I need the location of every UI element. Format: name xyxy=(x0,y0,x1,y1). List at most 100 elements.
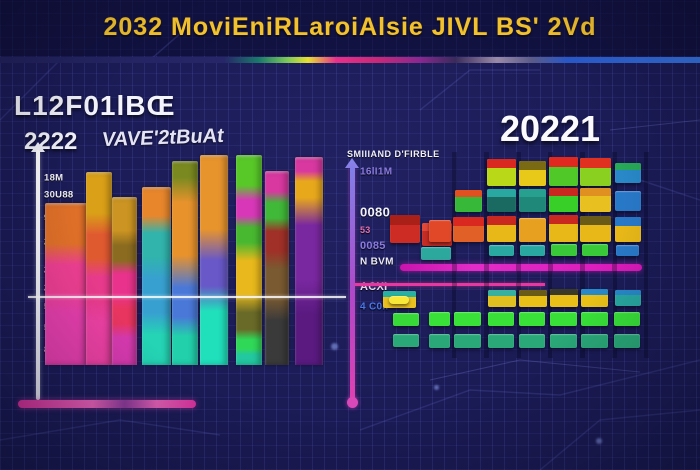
grid-block xyxy=(390,215,420,243)
grid-block xyxy=(519,290,547,307)
bar-segmented xyxy=(295,157,323,365)
left-axis-arrow-icon xyxy=(31,142,45,152)
grid-block xyxy=(580,188,611,212)
middle-axis-arrow-icon xyxy=(345,158,359,168)
grid-block xyxy=(614,334,640,348)
grid-block xyxy=(487,189,516,212)
glow-dot xyxy=(434,385,439,390)
grid-block-cap xyxy=(519,290,547,296)
grid-block xyxy=(615,191,641,211)
bar-segmented xyxy=(236,155,262,365)
grid-block xyxy=(489,245,514,256)
grid-block-cap xyxy=(581,289,608,296)
grid-block xyxy=(550,334,577,348)
grid-block xyxy=(582,244,608,256)
bar-segmented xyxy=(200,155,228,365)
grid-block-cap xyxy=(615,217,641,226)
grid-block-cap xyxy=(519,161,546,170)
grid-block xyxy=(429,312,450,326)
grid-block xyxy=(551,244,577,256)
glow-dot xyxy=(331,343,338,350)
magenta-divider-bar xyxy=(400,264,642,271)
grid-block-cap xyxy=(487,189,516,197)
white-reference-line xyxy=(28,296,346,298)
bar-segmented xyxy=(265,171,289,365)
grid-block xyxy=(421,247,451,260)
grid-block xyxy=(487,216,516,242)
right-chart-title: 20221 xyxy=(499,108,601,149)
pink-divider-line xyxy=(355,283,545,286)
middle-axis-label: 4 C0ll xyxy=(360,301,389,313)
middle-axis-label: 0080 xyxy=(360,204,391,220)
grid-block-cap xyxy=(453,217,484,226)
grid-block xyxy=(580,216,611,242)
middle-axis-label: N BVM xyxy=(360,256,394,268)
grid-block-cap xyxy=(549,157,578,167)
grid-block xyxy=(616,245,639,256)
grid-block xyxy=(615,217,641,242)
grid-block xyxy=(614,312,640,326)
grid-block xyxy=(429,334,450,348)
left-axis-line xyxy=(36,150,40,400)
grid-block-cap xyxy=(550,289,578,296)
pink-underline-bar xyxy=(18,400,196,408)
grid-block-cap xyxy=(549,188,578,197)
bar-segmented xyxy=(45,203,87,365)
grid-block xyxy=(519,161,546,186)
grid-block xyxy=(487,159,516,186)
middle-axis-cap xyxy=(347,397,358,408)
grid-block xyxy=(581,289,608,307)
grid-block xyxy=(454,312,481,326)
grid-block xyxy=(615,290,641,306)
grid-block xyxy=(581,312,608,326)
grid-block-cap xyxy=(580,216,611,225)
main-title: 2032 MoviEniRLaroiAlsie JIVL BS' 2Vd xyxy=(103,13,597,41)
grid-block xyxy=(393,313,419,326)
middle-axis-label: 53 xyxy=(360,225,371,235)
grid-block-cap xyxy=(580,158,611,168)
grid-block xyxy=(453,217,484,242)
middle-header: SMIIIAND D'FIRBLE xyxy=(347,149,440,159)
left-heading-line1: L12F01lBŒ xyxy=(14,90,176,121)
grid-block xyxy=(519,218,546,242)
glow-dot xyxy=(596,438,602,444)
grid-block xyxy=(549,188,578,212)
grid-block xyxy=(393,334,419,347)
grid-block-cap xyxy=(615,163,641,170)
header-band xyxy=(0,0,700,56)
grid-block xyxy=(519,189,546,212)
axis-tick-label: 18M xyxy=(44,172,64,184)
grid-block-cap xyxy=(549,215,578,225)
middle-axis-label: 16lI1M xyxy=(360,166,393,178)
grid-block-cap xyxy=(487,159,516,169)
grid-block xyxy=(429,220,451,242)
grid-block xyxy=(550,312,577,326)
axis-tick-label: 30U88 xyxy=(44,189,74,201)
grid-block xyxy=(580,158,611,186)
grid-block xyxy=(549,215,578,242)
grid-block xyxy=(581,334,608,348)
bar-segmented xyxy=(142,187,171,365)
grid-block-cap xyxy=(390,215,420,225)
grid-block xyxy=(488,334,514,348)
grid-block-cap xyxy=(455,190,482,198)
bar-segmented xyxy=(112,197,137,365)
grid-block xyxy=(519,312,545,326)
grid-block xyxy=(389,296,409,304)
grid-block xyxy=(488,290,516,307)
grid-block-cap xyxy=(615,290,641,296)
middle-axis-label: 0085 xyxy=(360,240,386,252)
grid-block xyxy=(550,289,578,307)
grid-block xyxy=(520,245,545,256)
grid-block-cap xyxy=(488,290,516,296)
grid-block xyxy=(615,163,641,183)
grid-block xyxy=(549,157,578,186)
middle-axis-line xyxy=(350,166,355,402)
grid-block xyxy=(455,190,482,212)
bar-segmented xyxy=(86,172,112,365)
left-heading-scribble: VAVE'2tBuAt xyxy=(100,124,225,152)
grid-block xyxy=(488,312,514,326)
grid-block-cap xyxy=(487,216,516,225)
